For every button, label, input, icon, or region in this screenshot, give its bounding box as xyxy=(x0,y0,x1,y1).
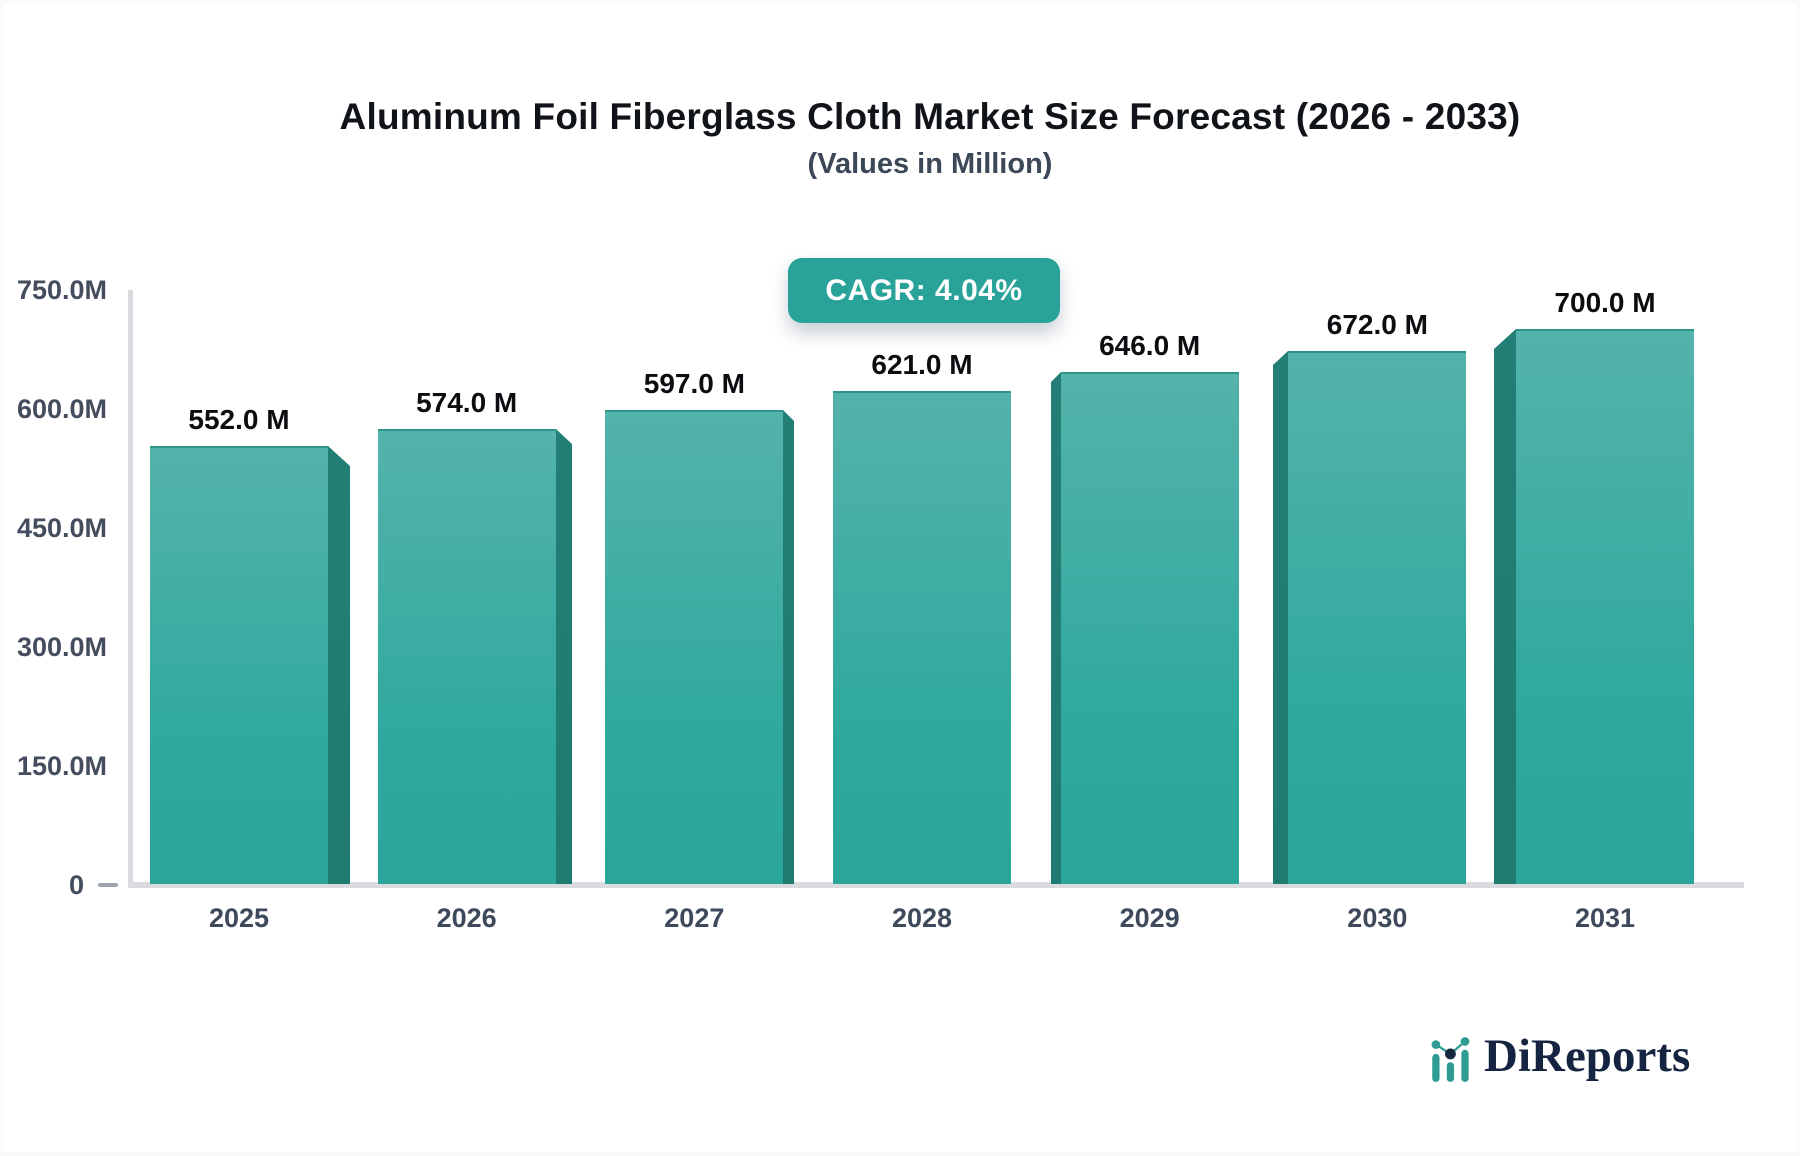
bar-side-face-2031 xyxy=(1494,329,1516,884)
bar-side-face-2026 xyxy=(556,429,572,884)
bar-side-face-2029 xyxy=(1051,372,1061,884)
chart-subtitle: (Values in Million) xyxy=(807,148,1053,180)
bar-side-face-2027 xyxy=(783,410,794,884)
bar-value-label: 646.0 M xyxy=(1099,330,1201,361)
bar-2029 xyxy=(1061,372,1239,884)
x-axis-tick-label: 2025 xyxy=(208,903,270,933)
y-axis-tick-label: 450.0M xyxy=(16,513,107,543)
bar-value-label: 672.0 M xyxy=(1326,309,1428,340)
brand-logo: DiReports xyxy=(1428,1030,1690,1082)
y-axis-tick-label: 0 xyxy=(68,870,84,900)
x-axis-tick-label: 2030 xyxy=(1347,903,1408,933)
bar-value-label: 597.0 M xyxy=(643,368,745,399)
x-axis-tick-label: 2026 xyxy=(436,903,497,933)
x-axis-tick-label: 2029 xyxy=(1119,903,1180,933)
bar-value-label: 621.0 M xyxy=(871,349,973,380)
cagr-badge: CAGR: 4.04% xyxy=(788,258,1060,323)
y-axis-line xyxy=(128,290,133,888)
y-axis-tick-label: 300.0M xyxy=(16,632,107,662)
y-axis-tick-label: 750.0M xyxy=(16,275,107,305)
bar-2027 xyxy=(605,410,783,884)
x-axis-tick-label: 2031 xyxy=(1574,903,1636,933)
x-axis-tick-label: 2028 xyxy=(891,903,953,933)
bar-value-label: 700.0 M xyxy=(1554,287,1656,318)
brand-name: DiReports xyxy=(1484,1030,1691,1082)
bar-2031 xyxy=(1516,329,1694,884)
y-axis-tick-label: 150.0M xyxy=(16,751,107,781)
y-axis-tick-label: 600.0M xyxy=(16,394,107,424)
zero-tick-mark xyxy=(98,883,118,887)
bar-value-label: 552.0 M xyxy=(188,404,290,435)
bar-side-face-2025 xyxy=(328,446,350,884)
bar-2028 xyxy=(833,391,1011,884)
bar-2026 xyxy=(378,429,556,884)
x-axis-tick-label: 2027 xyxy=(664,903,725,933)
chart-title: Aluminum Foil Fiberglass Cloth Market Si… xyxy=(339,96,1521,137)
bar-side-face-2030 xyxy=(1273,351,1288,884)
bar-2030 xyxy=(1288,351,1466,884)
bar-2025 xyxy=(150,446,328,884)
x-axis-baseline xyxy=(128,882,1744,888)
bar-chart-logo-icon xyxy=(1431,1037,1470,1082)
bar-value-label: 574.0 M xyxy=(416,387,518,418)
cagr-badge-label: CAGR: 4.04% xyxy=(825,273,1023,307)
